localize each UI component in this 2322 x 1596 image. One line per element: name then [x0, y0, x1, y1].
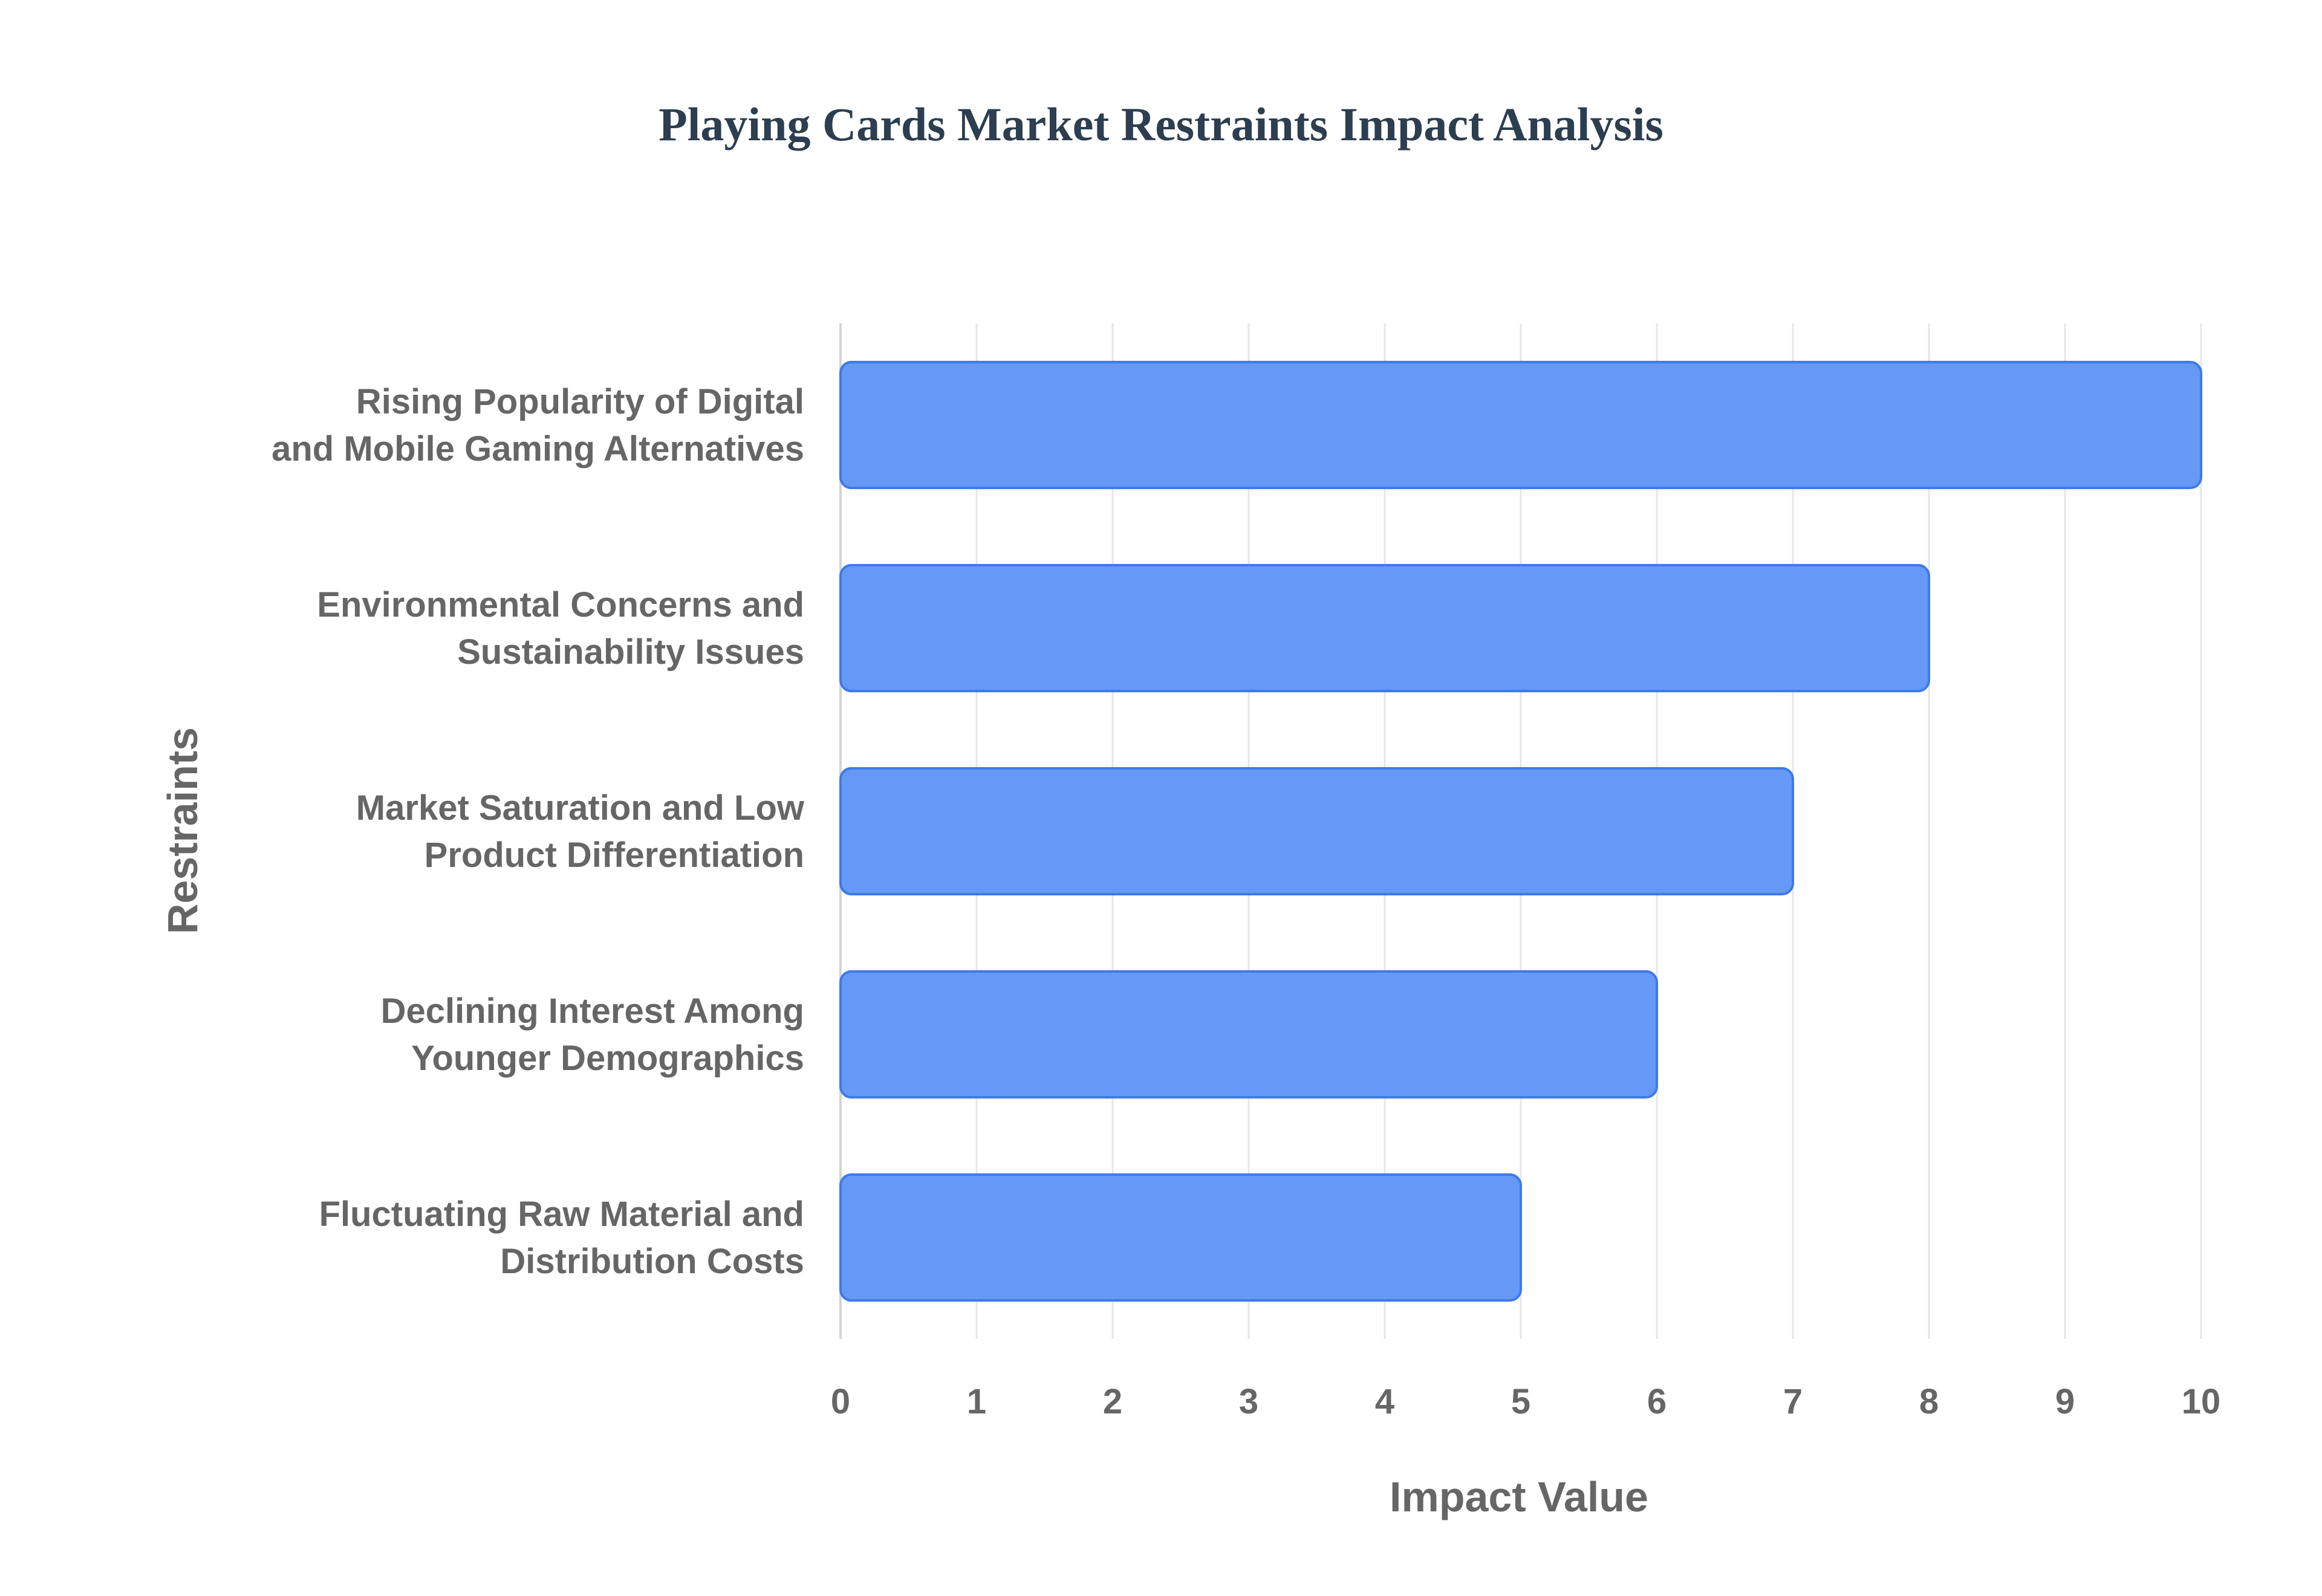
category-label-5: Fluctuating Raw Material and Distribution… [319, 1195, 804, 1281]
category-label-line: and Mobile Gaming Alternatives [272, 429, 804, 469]
x-tick-label-9: 9 [2055, 1382, 2075, 1421]
bar-4 [839, 970, 1658, 1099]
x-tick-label-7: 7 [1783, 1382, 1803, 1421]
chart-title: Playing Cards Market Restraints Impact A… [659, 98, 1663, 151]
bar-5 [839, 1173, 1522, 1302]
category-label-line: Product Differentiation [424, 835, 804, 875]
category-label-line: Environmental Concerns and [317, 585, 804, 624]
bars [839, 360, 2202, 1302]
category-label-line: Market Saturation and Low [356, 788, 805, 828]
category-label-1: Rising Popularity of Digital and Mobile G… [272, 382, 804, 469]
x-tick-label-8: 8 [1919, 1382, 1939, 1421]
x-tick-label-4: 4 [1375, 1382, 1394, 1421]
bar-3 [839, 767, 1794, 896]
category-label-line: Rising Popularity of Digital [356, 382, 804, 421]
category-label-2: Environmental Concerns and Sustainability… [317, 585, 804, 672]
x-tick-label-5: 5 [1511, 1382, 1530, 1421]
x-tick-label-3: 3 [1239, 1382, 1258, 1421]
category-label-line: Sustainability Issues [457, 632, 804, 672]
x-tick-label-6: 6 [1647, 1382, 1667, 1421]
category-label-line: Fluctuating Raw Material and [319, 1195, 804, 1234]
category-label-4: Declining Interest Among Younger Demograp… [381, 991, 804, 1078]
bar-2 [839, 563, 1930, 693]
x-tick-label-2: 2 [1103, 1382, 1122, 1421]
category-label-3: Market Saturation and Low Product Differe… [356, 788, 805, 875]
bar-1 [839, 360, 2202, 490]
category-label-line: Younger Demographics [411, 1039, 804, 1078]
category-labels: Rising Popularity of Digital and Mobile G… [272, 382, 805, 1281]
x-axis-ticks: 0 1 2 3 4 5 6 7 8 9 10 [831, 1382, 2220, 1421]
x-axis-title: Impact Value [1390, 1473, 1648, 1520]
x-tick-label-10: 10 [2182, 1382, 2221, 1421]
category-label-line: Distribution Costs [500, 1242, 804, 1281]
x-tick-label-1: 1 [967, 1382, 986, 1421]
y-axis-title: Restraints [159, 727, 206, 934]
x-tick-label-0: 0 [831, 1382, 850, 1421]
category-label-line: Declining Interest Among [381, 991, 804, 1031]
